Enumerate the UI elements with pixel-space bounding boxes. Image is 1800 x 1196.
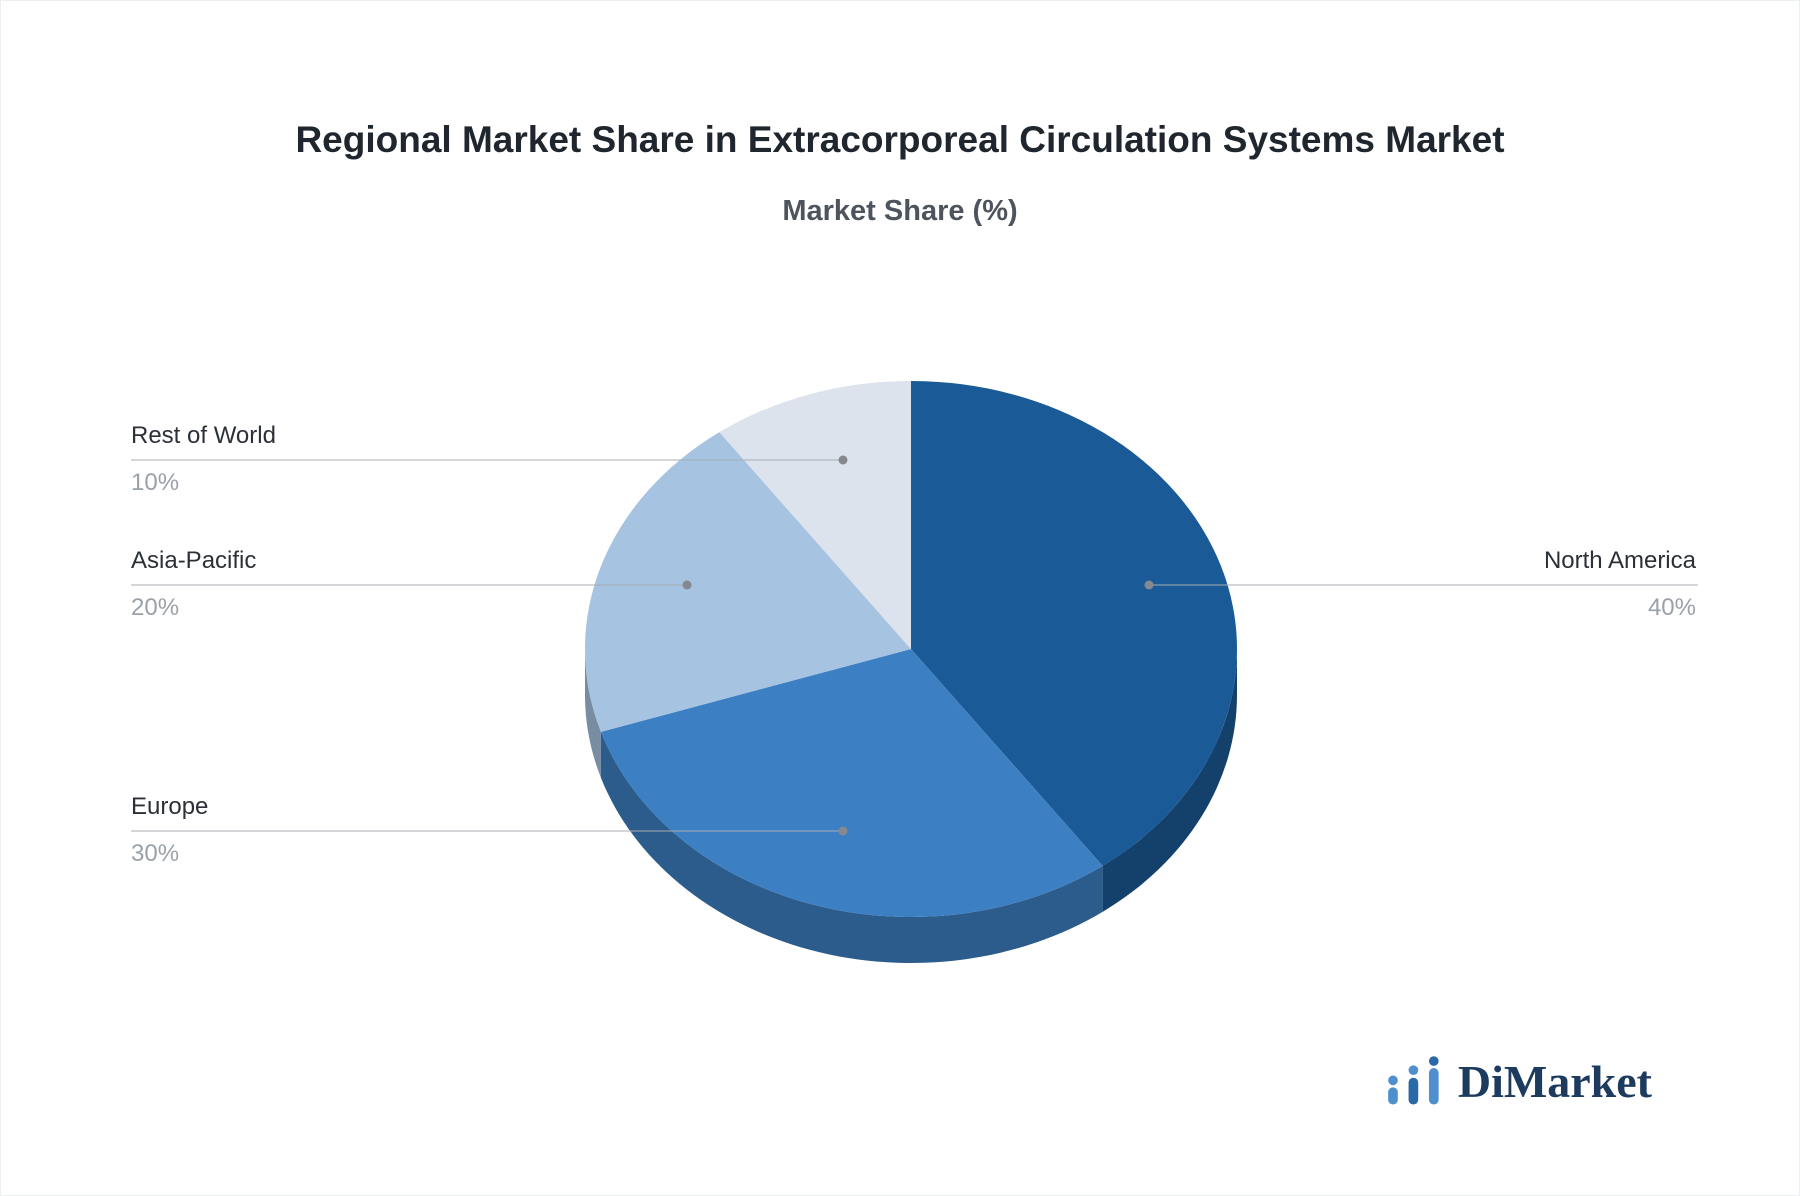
brand-logo: DiMarket [1386,1055,1652,1109]
leader-dot-europe [838,826,848,836]
slice-label-north-america: North America [1543,547,1696,574]
slice-percent-rest-of-world: 10% [131,469,180,496]
slice-percent-europe: 30% [131,840,180,867]
chart-title: Regional Market Share in Extracorporeal … [295,119,1505,160]
slice-percent-asia-pacific: 20% [131,594,180,621]
pie-slice-north-america [911,381,1237,866]
bar-chart-icon [1387,1056,1439,1105]
pie-slice-asia-pacific [584,432,911,732]
pie-wall-europe [600,731,1103,964]
leader-dot-asia-pacific [682,580,692,590]
slice-label-rest-of-world: Rest of World [131,422,276,449]
brand-name: DiMarket [1457,1056,1652,1107]
pie-wall-north-america [1102,649,1237,912]
leader-dot-north-america [1144,580,1154,590]
pie-slice-europe [600,649,1103,917]
slice-label-europe: Europe [131,793,209,820]
pie-wall-asia-pacific [585,649,601,778]
leader-dot-rest-of-world [838,455,848,465]
slice-label-asia-pacific: Asia-Pacific [131,547,257,574]
slice-percent-north-america: 40% [1647,594,1696,621]
pie-slice-rest-of-world [719,381,911,649]
chart-subtitle: Market Share (%) [782,195,1018,227]
